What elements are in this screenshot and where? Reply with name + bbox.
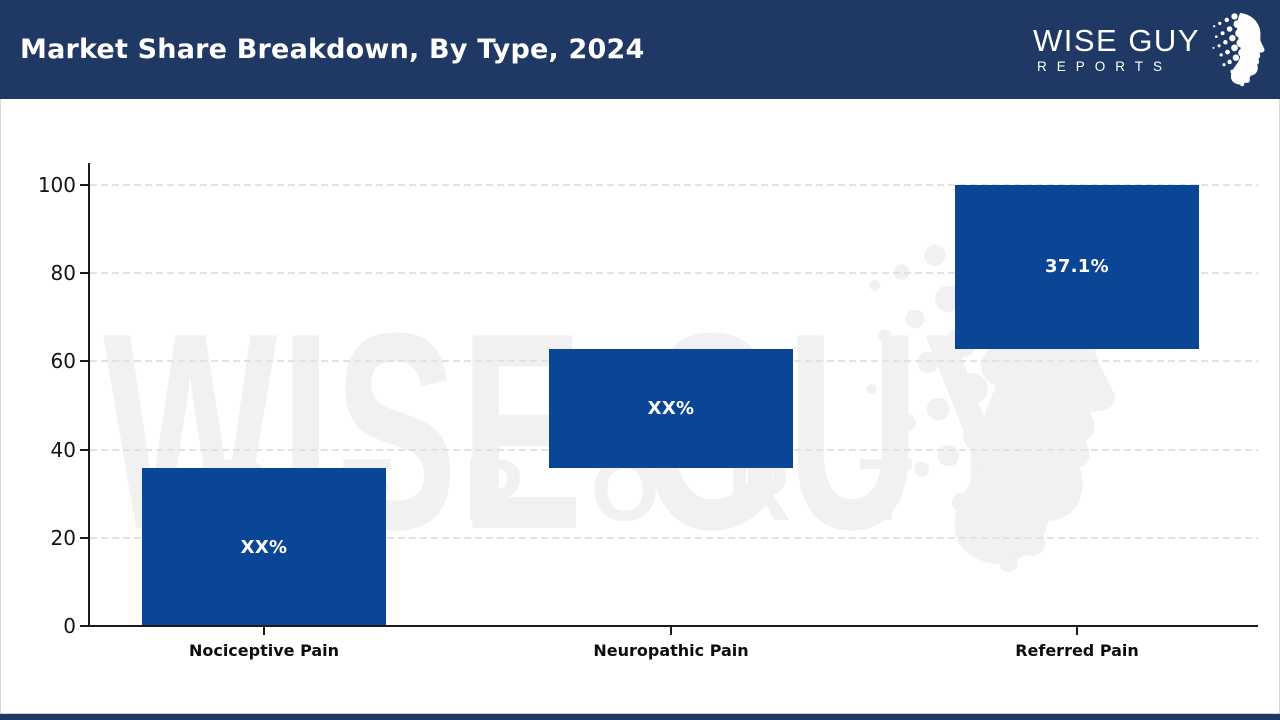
bar-value-label: XX% (647, 397, 695, 419)
bar-referred-pain: 37.1% (955, 185, 1199, 349)
y-axis-line (88, 163, 90, 627)
bar-value-label: XX% (240, 536, 288, 558)
page-title: Market Share Breakdown, By Type, 2024 (20, 34, 645, 65)
y-tick-label: 0 (63, 614, 76, 638)
logo-wordmark: WISE GUY (1032, 23, 1200, 59)
bar-nociceptive-pain: XX% (142, 468, 386, 626)
x-category-label: Neuropathic Pain (593, 641, 749, 660)
y-tick-80 (80, 272, 89, 275)
page-border-left (0, 99, 1, 720)
footer-bar (0, 714, 1280, 720)
y-tick-100 (80, 184, 89, 186)
y-tick-label: 40 (50, 437, 76, 462)
y-tick-label: 100 (37, 173, 76, 197)
logo-head-icon (1196, 10, 1266, 90)
x-axis-line (88, 625, 1258, 627)
x-tick-1 (670, 627, 672, 635)
x-category-label: Referred Pain (1015, 641, 1139, 660)
logo-text: WISE GUY REPORTS (1033, 25, 1200, 74)
wiseguy-logo: WISE GUY REPORTS (1033, 10, 1266, 90)
y-tick-label: 60 (50, 349, 76, 374)
y-tick-60 (80, 360, 89, 363)
gridline-20 (90, 536, 1258, 539)
gridline-100 (90, 184, 1258, 186)
y-tick-0 (80, 625, 89, 627)
y-tick-label: 80 (50, 261, 76, 286)
x-tick-0 (263, 627, 265, 635)
gridline-80 (90, 272, 1258, 275)
x-tick-2 (1076, 627, 1078, 635)
y-tick-40 (80, 448, 89, 451)
bar-value-label: 37.1% (1045, 256, 1109, 278)
logo-reports-text: REPORTS (1036, 59, 1172, 75)
y-tick-label: 20 (50, 525, 76, 550)
x-category-label: Nociceptive Pain (188, 641, 340, 660)
bar-neuropathic-pain: XX% (549, 348, 793, 469)
footer-hairline (0, 713, 1280, 714)
y-tick-20 (80, 536, 89, 539)
header-bar: Market Share Breakdown, By Type, 2024 WI… (0, 0, 1280, 99)
